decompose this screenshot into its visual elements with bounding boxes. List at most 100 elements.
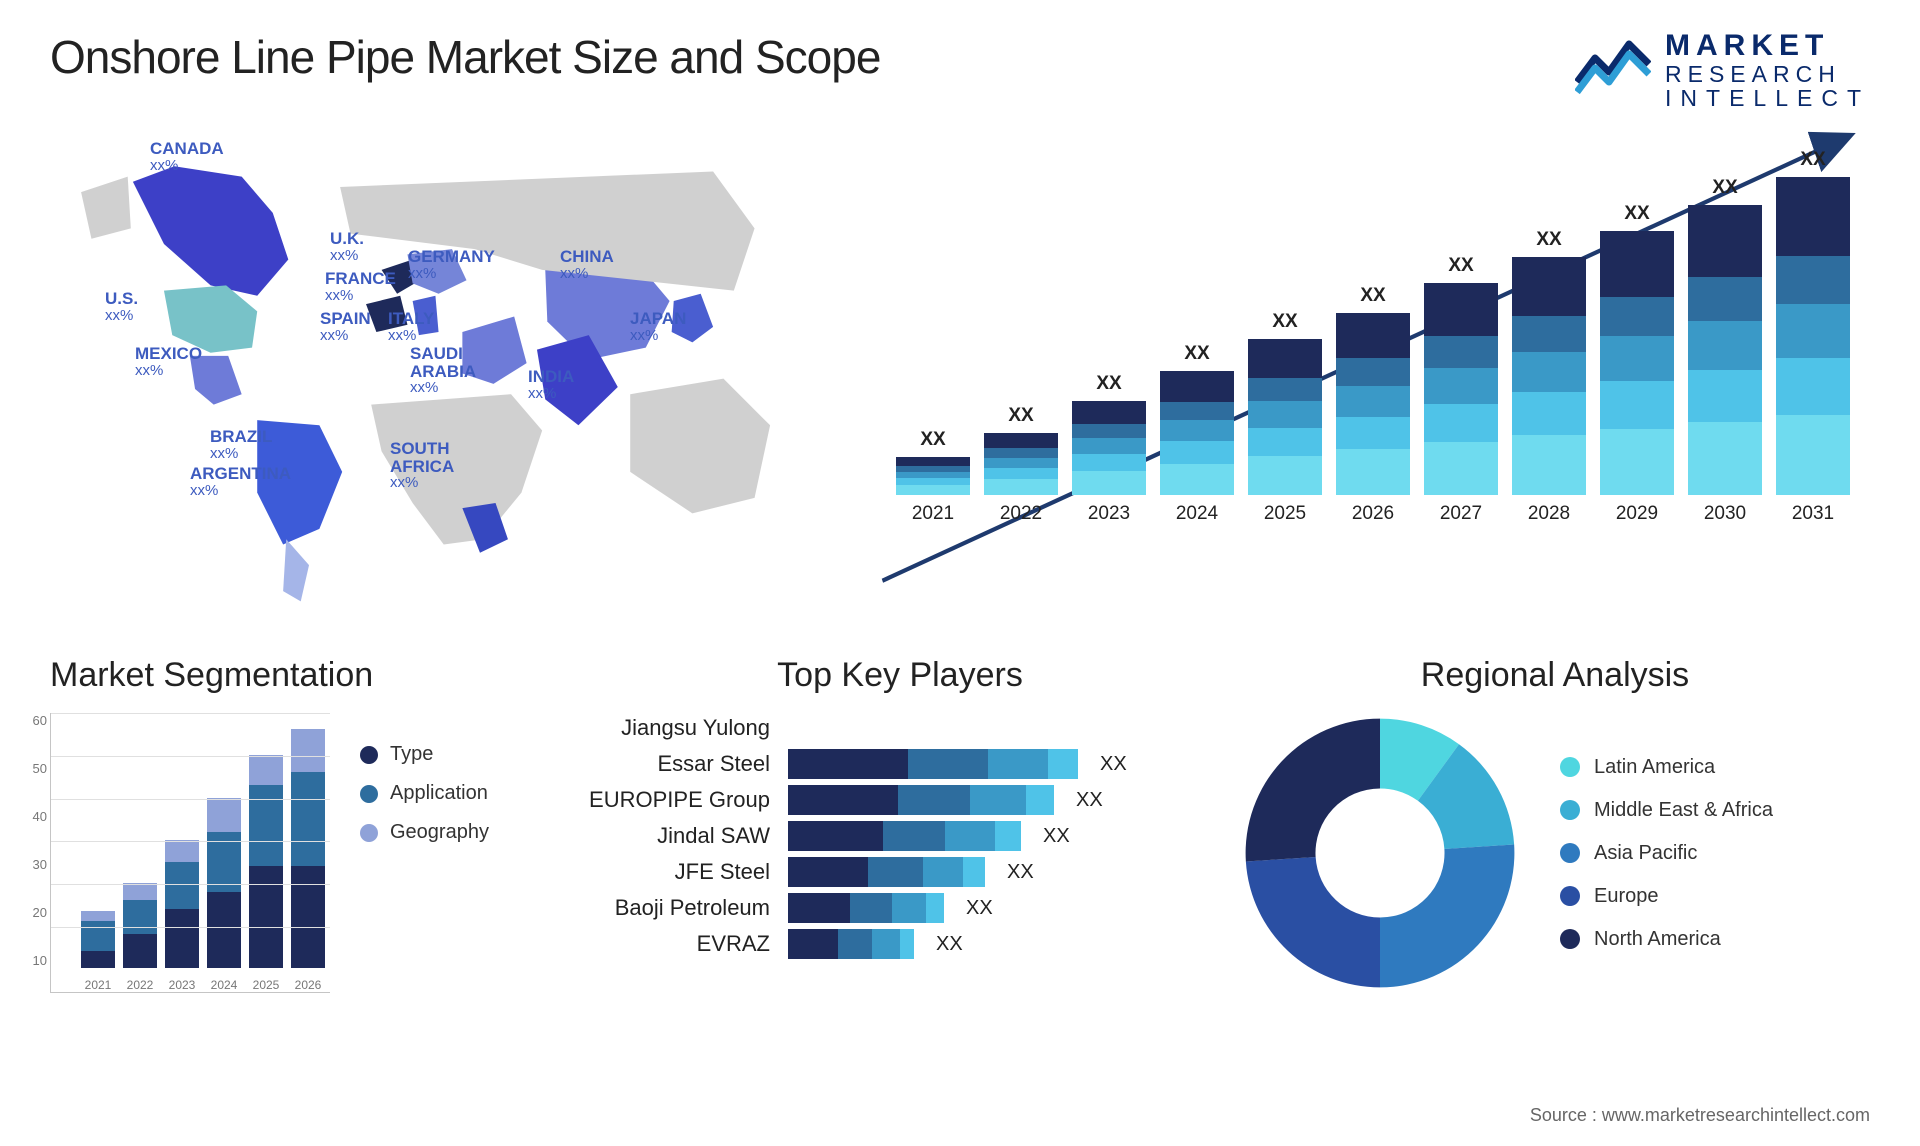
forecast-year-label: 2022 [1000, 503, 1042, 525]
key-player-row: Essar Steel XX [580, 749, 1220, 779]
segmentation-year-label: 2022 [123, 978, 157, 992]
key-player-bar [788, 893, 944, 923]
segmentation-bar [291, 729, 325, 968]
segmentation-bar [207, 798, 241, 969]
key-player-name: Essar Steel [580, 751, 770, 777]
map-label: ARGENTINAxx% [190, 465, 291, 499]
map-label: SOUTHAFRICAxx% [390, 440, 454, 491]
key-player-bar [788, 929, 914, 959]
forecast-bar-value: XX [920, 429, 945, 451]
map-label: FRANCExx% [325, 270, 396, 304]
regional-legend-item: Asia Pacific [1560, 842, 1773, 865]
forecast-bar: XX2031 [1776, 149, 1850, 525]
forecast-bar: XX2029 [1600, 203, 1674, 525]
key-player-value: XX [1043, 825, 1070, 848]
forecast-bar: XX 2026 [1336, 285, 1410, 525]
forecast-year-label: 2031 [1792, 503, 1834, 525]
key-player-value: XX [966, 897, 993, 920]
key-player-value: XX [1100, 753, 1127, 776]
forecast-bar-value: XX [1448, 255, 1473, 277]
forecast-bar: XX 2023 [1072, 373, 1146, 525]
forecast-bar-value: XX [1184, 343, 1209, 365]
map-label: ITALYxx% [388, 310, 434, 344]
forecast-bar: XX2027 [1424, 255, 1498, 525]
key-player-name: Jindal SAW [580, 823, 770, 849]
key-player-row: Jiangsu Yulong [580, 713, 1220, 743]
segmentation-chart: 605040302010 202120222023202420252026 [50, 713, 330, 993]
donut-slice [1246, 719, 1380, 862]
segmentation-legend: Type Application Geography [360, 743, 489, 844]
forecast-bar-value: XX [1008, 405, 1033, 427]
segmentation-year-label: 2024 [207, 978, 241, 992]
key-player-row: Baoji Petroleum XX [580, 893, 1220, 923]
forecast-bar: XX2021 [896, 429, 970, 525]
key-player-row: EVRAZXX [580, 929, 1220, 959]
forecast-bar: XX 2024 [1160, 343, 1234, 525]
forecast-year-label: 2024 [1176, 503, 1218, 525]
brand-word-1: MARKET [1665, 30, 1870, 62]
brand-mark-icon [1575, 30, 1651, 96]
key-player-bar [788, 749, 1078, 779]
donut-slice [1246, 857, 1380, 987]
key-player-row: Jindal SAW XX [580, 821, 1220, 851]
forecast-year-label: 2026 [1352, 503, 1394, 525]
map-label: GERMANYxx% [408, 248, 495, 282]
forecast-bar-value: XX [1272, 311, 1297, 333]
regional-legend: Latin America Middle East & Africa Asia Pa… [1560, 756, 1773, 951]
segmentation-year-label: 2025 [249, 978, 283, 992]
forecast-bar: XX 2030 [1688, 177, 1762, 525]
map-label: U.S.xx% [105, 290, 138, 324]
forecast-bar-value: XX [1096, 373, 1121, 395]
segmentation-legend-item: Geography [360, 821, 489, 844]
forecast-bar-value: XX [1624, 203, 1649, 225]
segmentation-legend-item: Application [360, 782, 489, 805]
map-label: CANADAxx% [150, 140, 224, 174]
segmentation-year-label: 2026 [291, 978, 325, 992]
key-players-title: Top Key Players [580, 656, 1220, 695]
key-player-bar [788, 821, 1021, 851]
key-player-value: XX [1007, 861, 1034, 884]
key-player-name: EUROPIPE Group [580, 787, 770, 813]
map-label: JAPANxx% [630, 310, 686, 344]
forecast-year-label: 2030 [1704, 503, 1746, 525]
segmentation-title: Market Segmentation [50, 656, 560, 695]
segmentation-panel: Market Segmentation 605040302010 2021202… [50, 656, 560, 993]
forecast-bar-value: XX [1712, 177, 1737, 199]
segmentation-legend-item: Type [360, 743, 489, 766]
map-label: MEXICOxx% [135, 345, 202, 379]
key-player-name: JFE Steel [580, 859, 770, 885]
segmentation-year-label: 2023 [165, 978, 199, 992]
key-player-name: Baoji Petroleum [580, 895, 770, 921]
brand-word-2: RESEARCH [1665, 62, 1870, 86]
regional-legend-item: North America [1560, 928, 1773, 951]
map-label: BRAZILxx% [210, 428, 272, 462]
segmentation-bar [249, 755, 283, 968]
key-player-bar [788, 785, 1054, 815]
regional-legend-item: Latin America [1560, 756, 1773, 779]
regional-legend-item: Europe [1560, 885, 1773, 908]
donut-slice [1380, 845, 1514, 988]
map-label: U.K.xx% [330, 230, 364, 264]
forecast-bar: XX 2022 [984, 405, 1058, 525]
forecast-year-label: 2023 [1088, 503, 1130, 525]
forecast-bar-chart: XX2021XX2022XX2023XX2024XX2025XX2026XX20… [856, 130, 1870, 612]
key-player-value: XX [1076, 789, 1103, 812]
segmentation-bar [81, 911, 115, 969]
key-players-panel: Top Key Players Jiangsu Yulong Essar Stee… [580, 656, 1220, 965]
forecast-bar-value: XX [1360, 285, 1385, 307]
world-map: CANADAxx% U.S.xx% MEXICOxx% BRAZILxx%ARGENT… [50, 130, 796, 612]
regional-legend-item: Middle East & Africa [1560, 799, 1773, 822]
forecast-year-label: 2028 [1528, 503, 1570, 525]
regional-title: Regional Analysis [1240, 656, 1870, 695]
brand-logo: MARKET RESEARCH INTELLECT [1575, 30, 1870, 110]
key-player-value: XX [936, 933, 963, 956]
forecast-bar: XX2028 [1512, 229, 1586, 525]
key-player-row: EUROPIPE Group XX [580, 785, 1220, 815]
map-label: INDIAxx% [528, 368, 574, 402]
map-label: SPAINxx% [320, 310, 371, 344]
forecast-bar: XX2025 [1248, 311, 1322, 525]
map-label: CHINAxx% [560, 248, 614, 282]
regional-donut-chart [1240, 713, 1520, 993]
source-label: Source : www.marketresearchintellect.com [1530, 1105, 1870, 1126]
page-title: Onshore Line Pipe Market Size and Scope [50, 30, 880, 84]
